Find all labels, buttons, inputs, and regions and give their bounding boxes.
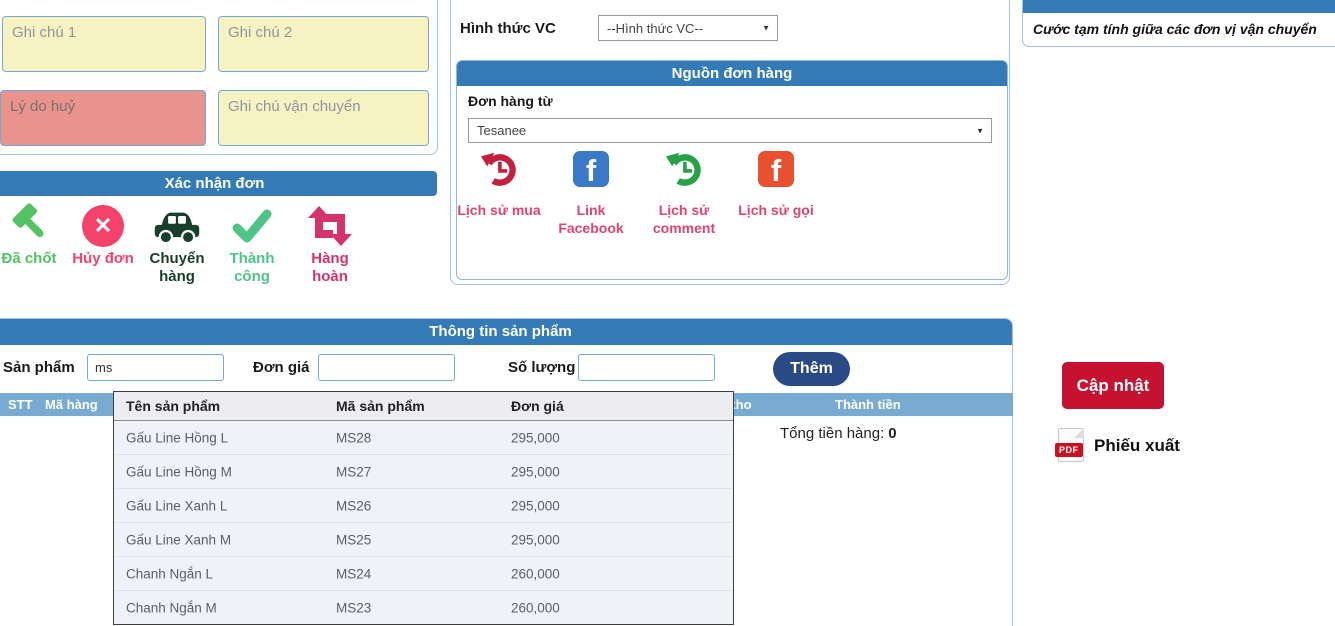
autocomplete-option[interactable]: Gấu Line Hồng L MS28 295,000	[114, 421, 733, 455]
order-total-value: 0	[888, 425, 897, 442]
option-code: MS23	[336, 600, 372, 616]
pdf-icon[interactable]: PDF	[1055, 428, 1084, 462]
option-name: Gấu Line Hồng L	[126, 430, 229, 445]
action-label: Thành công	[229, 250, 275, 286]
facebook-icon: f	[733, 151, 819, 193]
autocomplete-col-name: Tên sản phẩm	[126, 398, 221, 414]
autocomplete-option[interactable]: Gấu Line Xanh L MS26 295,000	[114, 489, 733, 523]
chevron-down-icon: ▼	[762, 23, 770, 33]
col-code: Mã hàng	[45, 397, 98, 412]
order-source-title: Nguồn đơn hàng	[671, 65, 793, 82]
order-source-header: Nguồn đơn hàng	[457, 61, 1007, 86]
link-label: Lịch sử comment	[652, 202, 716, 237]
export-receipt-link[interactable]: Phiếu xuất	[1094, 436, 1180, 455]
product-autocomplete-dropdown: Tên sản phẩm Mã sản phẩm Đơn giá Gấu Lin…	[113, 391, 734, 625]
option-price: 295,000	[511, 498, 560, 513]
link-facebook[interactable]: f Link Facebook	[548, 151, 634, 237]
car-icon	[140, 202, 214, 250]
order-from-label: Đơn hàng từ	[468, 93, 553, 109]
history-icon	[641, 151, 727, 193]
order-source-panel: Nguồn đơn hàng	[456, 60, 1008, 280]
shipping-method-value: --Hình thức VC--	[607, 20, 704, 36]
link-label: Lịch sử gọi	[738, 202, 814, 218]
page-fold	[1074, 428, 1084, 438]
action-label: Đã chốt	[1, 250, 57, 267]
confirm-section-title: Xác nhận đơn	[164, 175, 265, 192]
price-input[interactable]	[318, 354, 455, 381]
shipping-method-label: Hình thức VC	[460, 20, 556, 37]
product-section-header: Thông tin sản phẩm	[0, 319, 1012, 345]
note1-textarea[interactable]	[2, 16, 206, 72]
product-label: Sản phẩm	[3, 359, 75, 376]
action-label: Hàng hoàn	[311, 250, 349, 286]
option-price: 295,000	[511, 532, 560, 547]
link-label: Link Facebook	[558, 202, 624, 237]
autocomplete-option[interactable]: Gấu Line Hồng M MS27 295,000	[114, 455, 733, 489]
option-code: MS27	[336, 464, 372, 479]
action-hang-hoan[interactable]: Hàng hoàn	[293, 202, 367, 287]
autocomplete-col-price: Đơn giá	[511, 398, 564, 414]
add-button[interactable]: Thêm	[773, 352, 850, 386]
action-label: Hủy đơn	[72, 250, 134, 267]
order-from-select[interactable]: Tesanee ▼	[468, 118, 992, 143]
retweet-icon	[293, 202, 367, 250]
price-label: Đơn giá	[253, 359, 310, 376]
autocomplete-header-row: Tên sản phẩm Mã sản phẩm Đơn giá	[114, 392, 733, 421]
col-total: Thành tiền	[835, 397, 901, 412]
action-thanh-cong[interactable]: Thành công	[215, 202, 289, 287]
update-button[interactable]: Cập nhật	[1062, 362, 1164, 409]
shipping-fee-panel	[1022, 0, 1335, 47]
autocomplete-option[interactable]: Chanh Ngắn M MS23 260,000	[114, 591, 733, 625]
qty-input[interactable]	[578, 354, 715, 381]
link-lich-su-mua[interactable]: Lịch sử mua	[456, 151, 542, 219]
option-price: 295,000	[511, 464, 560, 479]
col-stt: STT	[8, 397, 33, 412]
product-search-input[interactable]	[87, 354, 224, 381]
option-name: Chanh Ngắn M	[126, 600, 217, 616]
shipping-note-textarea[interactable]	[218, 90, 429, 146]
order-total-label: Tổng tiền hàng:	[780, 425, 885, 442]
history-icon	[456, 151, 542, 193]
action-da-chot[interactable]: Đã chốt	[0, 202, 66, 268]
note2-textarea[interactable]	[218, 16, 429, 72]
order-from-value: Tesanee	[477, 123, 527, 138]
pdf-badge: PDF	[1055, 443, 1083, 457]
option-name: Chanh Ngắn L	[126, 566, 214, 581]
action-huy-don[interactable]: ✕ Hủy đơn	[66, 202, 140, 268]
confirm-section-header: Xác nhận đơn	[0, 171, 437, 196]
option-price: 260,000	[511, 600, 560, 616]
shipping-method-select[interactable]: --Hình thức VC-- ▼	[598, 15, 778, 41]
action-chuyen-hang[interactable]: Chuyển hàng	[140, 202, 214, 287]
cancel-reason-textarea[interactable]	[0, 90, 206, 146]
link-lich-su-goi[interactable]: f Lịch sử gọi	[733, 151, 819, 219]
check-icon	[215, 202, 289, 250]
autocomplete-col-code: Mã sản phẩm	[336, 398, 425, 414]
autocomplete-option[interactable]: Gấu Line Xanh M MS25 295,000	[114, 523, 733, 557]
option-price: 295,000	[511, 430, 560, 445]
option-price: 260,000	[511, 566, 560, 581]
qty-label: Số lượng	[508, 359, 576, 376]
option-code: MS28	[336, 430, 372, 445]
option-name: Gấu Line Xanh M	[126, 532, 232, 547]
option-name: Gấu Line Xanh L	[126, 498, 228, 513]
action-label: Chuyển hàng	[149, 250, 205, 286]
autocomplete-option[interactable]: Chanh Ngắn L MS24 260,000	[114, 557, 733, 591]
option-name: Gấu Line Hồng M	[126, 464, 232, 479]
option-code: MS24	[336, 566, 372, 581]
link-lich-su-comment[interactable]: Lịch sử comment	[641, 151, 727, 237]
gavel-icon	[0, 202, 66, 250]
option-code: MS26	[336, 498, 372, 513]
shipping-fee-note: Cước tạm tính giữa các đơn vị vận chuyển	[1033, 21, 1317, 37]
product-section-title: Thông tin sản phẩm	[429, 323, 572, 340]
order-total: Tổng tiền hàng: 0	[780, 425, 897, 442]
link-label: Lịch sử mua	[457, 202, 541, 218]
option-code: MS25	[336, 532, 372, 547]
cancel-icon: ✕	[66, 202, 140, 250]
shipping-fee-header	[1023, 0, 1335, 13]
chevron-down-icon: ▼	[976, 126, 984, 135]
facebook-icon: f	[548, 151, 634, 193]
